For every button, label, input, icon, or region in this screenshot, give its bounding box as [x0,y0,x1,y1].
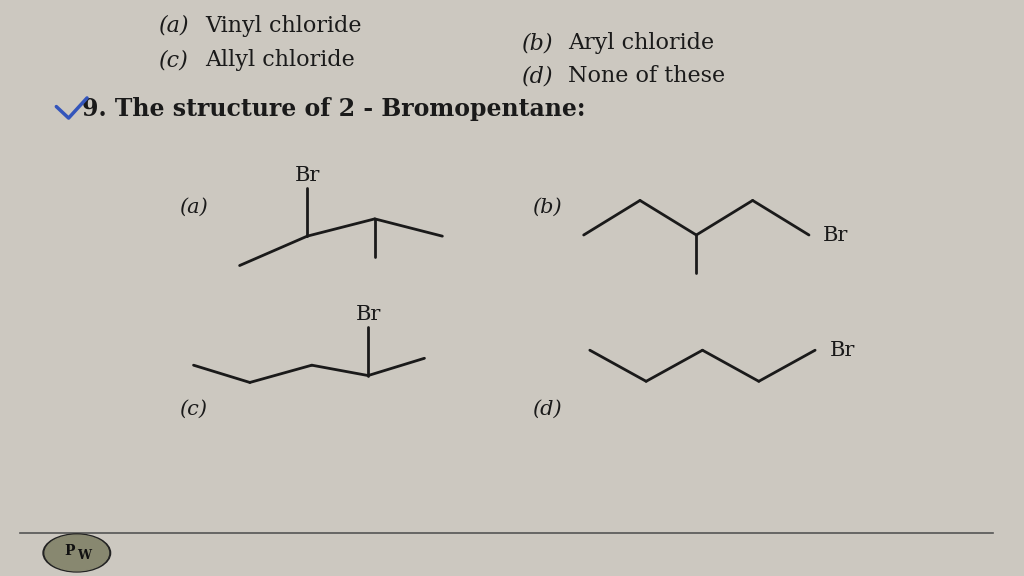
Text: Br: Br [823,226,849,244]
Text: (b): (b) [532,198,562,217]
Text: Br: Br [295,166,319,184]
Circle shape [45,535,109,571]
Text: Aryl chloride: Aryl chloride [568,32,715,54]
Text: Br: Br [829,341,855,359]
Text: P: P [65,544,75,558]
Circle shape [43,534,111,572]
Text: Allyl chloride: Allyl chloride [205,50,354,71]
Text: (c): (c) [179,400,207,418]
Text: (d): (d) [522,65,554,87]
Text: W: W [77,549,91,562]
Text: (a): (a) [159,15,189,37]
Text: Vinyl chloride: Vinyl chloride [205,15,361,37]
Text: (a): (a) [179,198,208,217]
Text: (d): (d) [532,400,562,418]
Text: Br: Br [355,305,381,324]
Text: (c): (c) [159,50,188,71]
Text: 9. The structure of 2 - Bromopentane:: 9. The structure of 2 - Bromopentane: [82,97,586,122]
Text: (b): (b) [522,32,554,54]
Text: None of these: None of these [568,65,725,87]
